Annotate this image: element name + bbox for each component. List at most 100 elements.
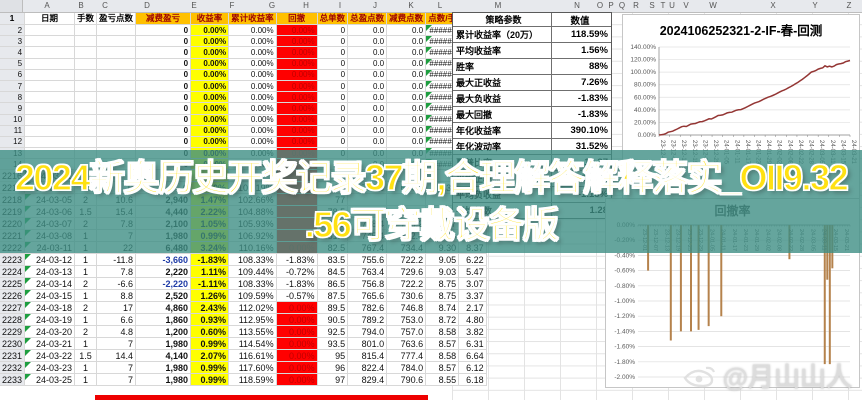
cell[interactable] <box>24 80 76 93</box>
cell[interactable]: 0.00% <box>276 58 318 70</box>
cell[interactable]: 777.4 <box>386 349 427 363</box>
cell[interactable]: 0.0 <box>347 114 388 126</box>
cell[interactable]: 0.00% <box>276 102 318 115</box>
cell[interactable] <box>74 58 98 70</box>
cell[interactable]: 1 <box>74 289 98 303</box>
cell[interactable]: 753.0 <box>386 313 427 327</box>
cell[interactable]: 2.07% <box>190 349 230 363</box>
cell[interactable] <box>24 136 76 149</box>
column-header-C[interactable]: C <box>102 1 108 10</box>
cell[interactable]: 0.00% <box>276 91 318 104</box>
row-number[interactable]: 8 <box>0 91 26 104</box>
cell[interactable]: 0.00% <box>228 102 277 115</box>
cell[interactable] <box>96 69 137 81</box>
cell[interactable]: 5.47 <box>458 265 487 279</box>
cell[interactable]: 0 <box>135 58 192 70</box>
cell[interactable]: 84.5 <box>317 265 349 279</box>
cell[interactable] <box>74 102 98 115</box>
cell[interactable]: 1 <box>74 265 98 279</box>
row-number[interactable]: 10 <box>0 114 26 126</box>
cell[interactable]: 8.74 <box>425 301 460 315</box>
cell[interactable]: 822.4 <box>347 361 388 375</box>
cell[interactable]: 2 <box>74 301 98 315</box>
cell[interactable] <box>24 24 76 37</box>
cell[interactable] <box>24 91 76 104</box>
cell[interactable]: 83.5 <box>317 253 349 267</box>
cell[interactable]: 108.33% <box>228 253 277 267</box>
cell[interactable]: 113.55% <box>228 325 277 339</box>
cell[interactable]: 815.4 <box>347 349 388 363</box>
cell[interactable]: 1,980 <box>135 337 192 351</box>
cell[interactable]: -1.83% <box>276 253 318 267</box>
cell[interactable]: 8.72 <box>425 313 460 327</box>
cell[interactable]: 1,980 <box>135 361 192 375</box>
cell[interactable]: 0.00% <box>228 125 277 137</box>
stat-label[interactable]: 最大负收益 <box>453 91 552 106</box>
cell[interactable]: 757.0 <box>386 325 427 339</box>
cell[interactable]: 0.0 <box>386 91 427 104</box>
cell[interactable]: 日期 <box>24 12 76 25</box>
cell[interactable]: 95 <box>317 349 349 363</box>
cell[interactable]: 0.00% <box>276 24 318 37</box>
row-number[interactable]: 4 <box>0 46 26 59</box>
column-header-Q[interactable]: Q <box>618 1 626 10</box>
cell[interactable]: 782.6 <box>347 301 388 315</box>
stat-value[interactable]: 31.52% <box>575 141 608 152</box>
cell[interactable]: 24-03-18 <box>24 301 76 315</box>
cell[interactable] <box>74 125 98 137</box>
cell[interactable]: 4,140 <box>135 349 192 363</box>
column-header-V[interactable]: V <box>683 1 689 10</box>
cell[interactable]: 0 <box>135 102 192 115</box>
row-number[interactable]: 6 <box>0 69 26 81</box>
cell[interactable]: 0 <box>317 125 349 137</box>
cell[interactable]: 0.0 <box>347 91 388 104</box>
cell[interactable] <box>96 91 137 104</box>
stat-value[interactable]: 390.10% <box>570 125 608 136</box>
cell[interactable]: 0.99% <box>190 361 230 375</box>
cell[interactable]: 24-03-22 <box>24 349 76 363</box>
cell[interactable]: 112.95% <box>228 313 277 327</box>
row-number[interactable]: 5 <box>0 58 26 70</box>
cell[interactable]: 总盈点数 <box>347 12 388 25</box>
cell[interactable]: 0.0 <box>347 24 388 37</box>
cell[interactable]: 763.4 <box>347 265 388 279</box>
cell[interactable]: 0.0 <box>386 114 427 126</box>
cell[interactable] <box>74 35 98 48</box>
column-header-R[interactable]: R <box>633 1 639 10</box>
cell[interactable]: 1,860 <box>135 313 192 327</box>
cell[interactable]: 0 <box>317 102 349 115</box>
row-number[interactable]: 2 <box>0 24 26 37</box>
cell[interactable]: 减费盈亏 <box>135 12 192 25</box>
cell[interactable]: 0.0 <box>386 80 427 93</box>
cell[interactable]: -1.83% <box>190 253 230 267</box>
cell[interactable]: 回撤 <box>276 12 318 25</box>
cell[interactable]: 0.00% <box>190 58 230 70</box>
column-header-F[interactable]: F <box>229 1 235 10</box>
cell[interactable]: 0.00% <box>276 325 318 339</box>
cell[interactable]: 116.61% <box>228 349 277 363</box>
cell[interactable]: 0 <box>135 91 192 104</box>
row-number[interactable]: 1 <box>0 12 26 25</box>
cell[interactable]: 0.00% <box>276 46 318 59</box>
column-header-H[interactable]: H <box>303 1 309 10</box>
cell[interactable]: 0.0 <box>347 58 388 70</box>
column-header-U[interactable]: U <box>669 1 675 10</box>
row-number[interactable]: 2227 <box>0 301 26 315</box>
cell[interactable]: 87.5 <box>317 289 349 303</box>
cell[interactable] <box>74 136 98 149</box>
cell[interactable]: 1 <box>74 361 98 375</box>
cell[interactable]: -11.8 <box>96 253 137 267</box>
cell[interactable]: 6.22 <box>458 253 487 267</box>
cell[interactable]: 8.8 <box>96 289 137 303</box>
cell[interactable]: 0.60% <box>190 325 230 339</box>
cell[interactable]: 0 <box>135 80 192 93</box>
cell[interactable]: 97 <box>317 373 349 387</box>
cell[interactable]: 6.12 <box>458 361 487 375</box>
cell[interactable]: -2,220 <box>135 277 192 291</box>
row-number[interactable]: 2230 <box>0 337 26 351</box>
cell[interactable]: 112.02% <box>228 301 277 315</box>
cell[interactable]: 0.0 <box>347 125 388 137</box>
cell[interactable]: 2,520 <box>135 289 192 303</box>
cell[interactable]: 0.0 <box>347 46 388 59</box>
cell[interactable]: 0.0 <box>386 125 427 137</box>
